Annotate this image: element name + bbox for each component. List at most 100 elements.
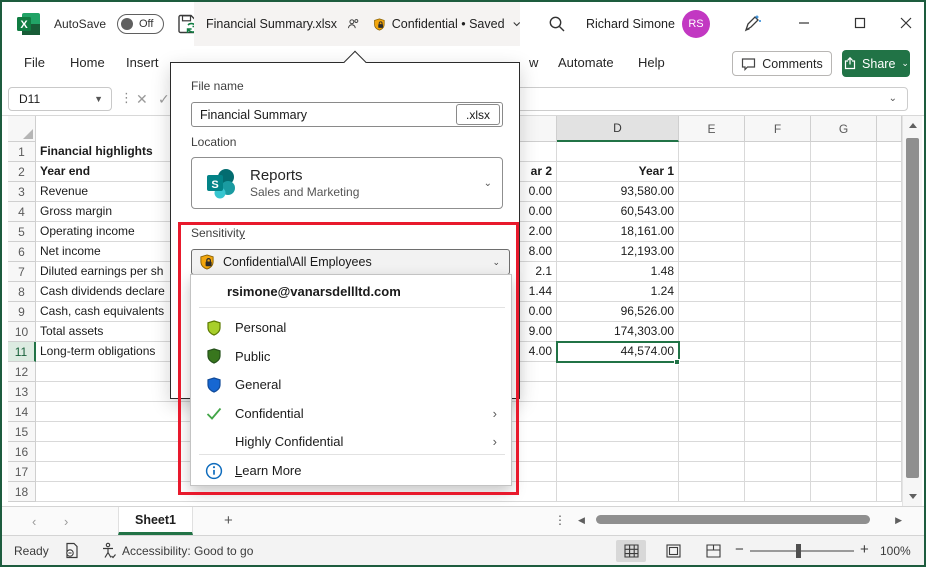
row-header-6[interactable]: 6 xyxy=(8,242,36,262)
sensitivity-option-public[interactable]: Public xyxy=(191,342,513,371)
cell-G17[interactable] xyxy=(811,462,877,482)
cell-F12[interactable] xyxy=(745,362,811,382)
select-all-corner[interactable] xyxy=(8,116,36,142)
scroll-down-icon[interactable] xyxy=(907,490,919,502)
cell-E7[interactable] xyxy=(679,262,745,282)
cell-E1[interactable] xyxy=(679,142,745,162)
cell-H10[interactable] xyxy=(877,322,902,342)
cell-G3[interactable] xyxy=(811,182,877,202)
cell-D10[interactable]: 174,303.00 xyxy=(557,322,679,342)
scroll-up-icon[interactable] xyxy=(907,120,919,132)
scroll-left-icon[interactable]: ◀ xyxy=(578,515,585,525)
cell-F11[interactable] xyxy=(745,342,811,362)
cell-H9[interactable] xyxy=(877,302,902,322)
cell-F2[interactable] xyxy=(745,162,811,182)
fill-handle[interactable] xyxy=(674,359,680,365)
learn-more-item[interactable]: Learn More xyxy=(191,456,513,485)
menu-item-file[interactable]: File xyxy=(24,55,45,70)
row-header-16[interactable]: 16 xyxy=(8,442,36,462)
cell-D2[interactable]: Year 1 xyxy=(557,162,679,182)
row-header-14[interactable]: 14 xyxy=(8,402,36,422)
row-header-15[interactable]: 15 xyxy=(8,422,36,442)
cell-E17[interactable] xyxy=(679,462,745,482)
cell-H1[interactable] xyxy=(877,142,902,162)
user-name[interactable]: Richard Simone xyxy=(586,17,675,31)
column-header-G[interactable]: G xyxy=(811,116,877,142)
cell-H15[interactable] xyxy=(877,422,902,442)
sensitivity-dropdown[interactable]: Confidential\All Employees ⌄ xyxy=(191,249,510,275)
horizontal-scrollbar[interactable]: ◀ ▶ xyxy=(578,513,902,527)
column-header-H[interactable] xyxy=(877,116,902,142)
cell-F4[interactable] xyxy=(745,202,811,222)
cell-E2[interactable] xyxy=(679,162,745,182)
maximize-button[interactable] xyxy=(844,8,876,38)
cell-F18[interactable] xyxy=(745,482,811,502)
row-header-11[interactable]: 11 xyxy=(8,342,36,362)
cell-H17[interactable] xyxy=(877,462,902,482)
cell-E18[interactable] xyxy=(679,482,745,502)
cell-D13[interactable] xyxy=(557,382,679,402)
cell-E8[interactable] xyxy=(679,282,745,302)
cell-G5[interactable] xyxy=(811,222,877,242)
cell-E13[interactable] xyxy=(679,382,745,402)
cell-F7[interactable] xyxy=(745,262,811,282)
cell-H12[interactable] xyxy=(877,362,902,382)
cell-F15[interactable] xyxy=(745,422,811,442)
row-header-8[interactable]: 8 xyxy=(8,282,36,302)
cell-H3[interactable] xyxy=(877,182,902,202)
cell-D9[interactable]: 96,526.00 xyxy=(557,302,679,322)
row-header-2[interactable]: 2 xyxy=(8,162,36,182)
tab-scroll-grip-icon[interactable]: ⋮ xyxy=(554,513,566,527)
vertical-scrollbar[interactable] xyxy=(902,116,922,506)
row-header-7[interactable]: 7 xyxy=(8,262,36,282)
menu-item-automate[interactable]: Automate xyxy=(558,55,614,70)
cell-F10[interactable] xyxy=(745,322,811,342)
menu-item-home[interactable]: Home xyxy=(70,55,105,70)
cell-G8[interactable] xyxy=(811,282,877,302)
cell-F17[interactable] xyxy=(745,462,811,482)
cell-F1[interactable] xyxy=(745,142,811,162)
avatar[interactable]: RS xyxy=(682,10,710,38)
view-normal-button[interactable] xyxy=(616,540,646,562)
cell-H8[interactable] xyxy=(877,282,902,302)
confirm-entry-icon[interactable]: ✓ xyxy=(158,91,170,107)
cell-D6[interactable]: 12,193.00 xyxy=(557,242,679,262)
cell-D18[interactable] xyxy=(557,482,679,502)
cell-E9[interactable] xyxy=(679,302,745,322)
cell-F3[interactable] xyxy=(745,182,811,202)
cell-E3[interactable] xyxy=(679,182,745,202)
cell-H11[interactable] xyxy=(877,342,902,362)
minimize-button[interactable] xyxy=(788,8,820,38)
accessibility-status[interactable]: Accessibility: Good to go xyxy=(122,544,254,558)
cell-G11[interactable] xyxy=(811,342,877,362)
cell-D4[interactable]: 60,543.00 xyxy=(557,202,679,222)
cell-H18[interactable] xyxy=(877,482,902,502)
cell-E10[interactable] xyxy=(679,322,745,342)
column-header-E[interactable]: E xyxy=(679,116,745,142)
cell-H5[interactable] xyxy=(877,222,902,242)
zoom-in-button[interactable]: + xyxy=(860,541,869,558)
cell-F5[interactable] xyxy=(745,222,811,242)
prev-sheet-icon[interactable]: ‹ xyxy=(32,514,37,529)
formula-expand-icon[interactable]: ⌄ xyxy=(888,93,897,104)
cell-D8[interactable]: 1.24 xyxy=(557,282,679,302)
cell-E14[interactable] xyxy=(679,402,745,422)
cell-G10[interactable] xyxy=(811,322,877,342)
cell-G14[interactable] xyxy=(811,402,877,422)
add-sheet-button[interactable]: + xyxy=(224,512,233,529)
row-header-18[interactable]: 18 xyxy=(8,482,36,502)
view-page-break-button[interactable] xyxy=(698,540,728,562)
row-header-17[interactable]: 17 xyxy=(8,462,36,482)
cell-F14[interactable] xyxy=(745,402,811,422)
cell-H14[interactable] xyxy=(877,402,902,422)
accessibility-icon[interactable] xyxy=(100,542,117,559)
comments-button[interactable]: Comments xyxy=(732,51,832,76)
name-box[interactable]: D11 ▼ xyxy=(8,87,112,111)
row-header-9[interactable]: 9 xyxy=(8,302,36,322)
cell-G7[interactable] xyxy=(811,262,877,282)
cell-D15[interactable] xyxy=(557,422,679,442)
row-header-12[interactable]: 12 xyxy=(8,362,36,382)
cancel-entry-icon[interactable]: ✕ xyxy=(136,91,148,107)
cell-F16[interactable] xyxy=(745,442,811,462)
file-name-input[interactable]: Financial Summary .xlsx xyxy=(191,102,503,127)
